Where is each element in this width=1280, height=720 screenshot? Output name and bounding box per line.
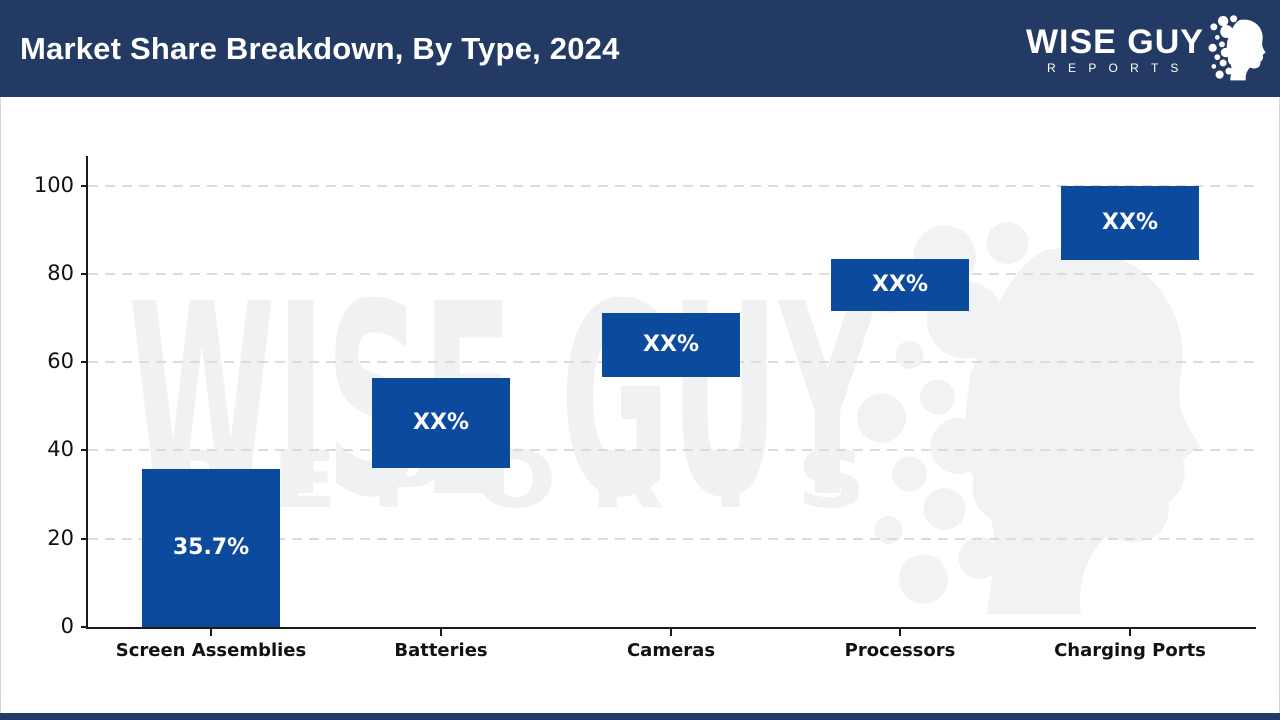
category-label: Screen Assemblies [115, 640, 307, 661]
bar-value-label: XX% [1102, 209, 1158, 235]
x-tick [670, 629, 672, 636]
header-bar: Market Share Breakdown, By Type, 2024 WI… [0, 0, 1280, 97]
watermark-sub-text: R E P O R T S [164, 437, 866, 526]
x-tick [1129, 629, 1131, 636]
y-tick [81, 184, 88, 187]
y-tick [81, 537, 88, 540]
gridline [88, 537, 1256, 540]
bar-value-label: XX% [872, 272, 928, 298]
bar: XX% [602, 313, 740, 378]
footer-bar [0, 713, 1280, 720]
y-tick-label: 80 [47, 260, 74, 285]
bar: XX% [1061, 185, 1199, 260]
bar-value-label: XX% [643, 332, 699, 358]
gridline [88, 449, 1256, 452]
y-tick-label: 60 [47, 349, 74, 374]
watermark-head-icon [857, 222, 1200, 614]
y-axis [86, 156, 88, 629]
bar: 35.7% [142, 469, 280, 627]
y-tick-label: 100 [33, 172, 74, 197]
x-tick [210, 629, 212, 636]
gridline [88, 272, 1256, 275]
x-axis [86, 627, 1256, 629]
y-tick-label: 0 [60, 614, 74, 638]
wise-guy-logo: WISE GUY R E P O R T S [1026, 4, 1272, 94]
y-tick [81, 361, 88, 364]
category-label: Charging Ports [1054, 640, 1206, 661]
y-tick [81, 626, 88, 628]
logo-brand-label: WISE GUY [1025, 22, 1204, 61]
y-tick-label: 40 [47, 437, 74, 462]
category-label: Cameras [626, 640, 716, 661]
watermark-sub-label: R E P O R T S [164, 437, 866, 526]
logo-head-icon [1208, 15, 1266, 81]
gridline [88, 184, 1256, 187]
page-title: Market Share Breakdown, By Type, 2024 [20, 30, 620, 66]
category-label: Processors [844, 640, 956, 661]
bar-value-label: XX% [413, 410, 469, 436]
bar: XX% [831, 258, 969, 311]
y-tick [81, 272, 88, 275]
logo-text: WISE GUY R E P O R T S [1026, 25, 1204, 74]
y-tick-label: 20 [47, 525, 74, 550]
y-tick [81, 449, 88, 452]
logo-sub-label: R E P O R T S [1047, 60, 1183, 75]
bar-value-label: 35.7% [172, 535, 250, 561]
bar: XX% [372, 377, 510, 469]
category-label: Batteries [394, 640, 488, 661]
x-tick [440, 629, 442, 636]
x-tick [899, 629, 901, 636]
